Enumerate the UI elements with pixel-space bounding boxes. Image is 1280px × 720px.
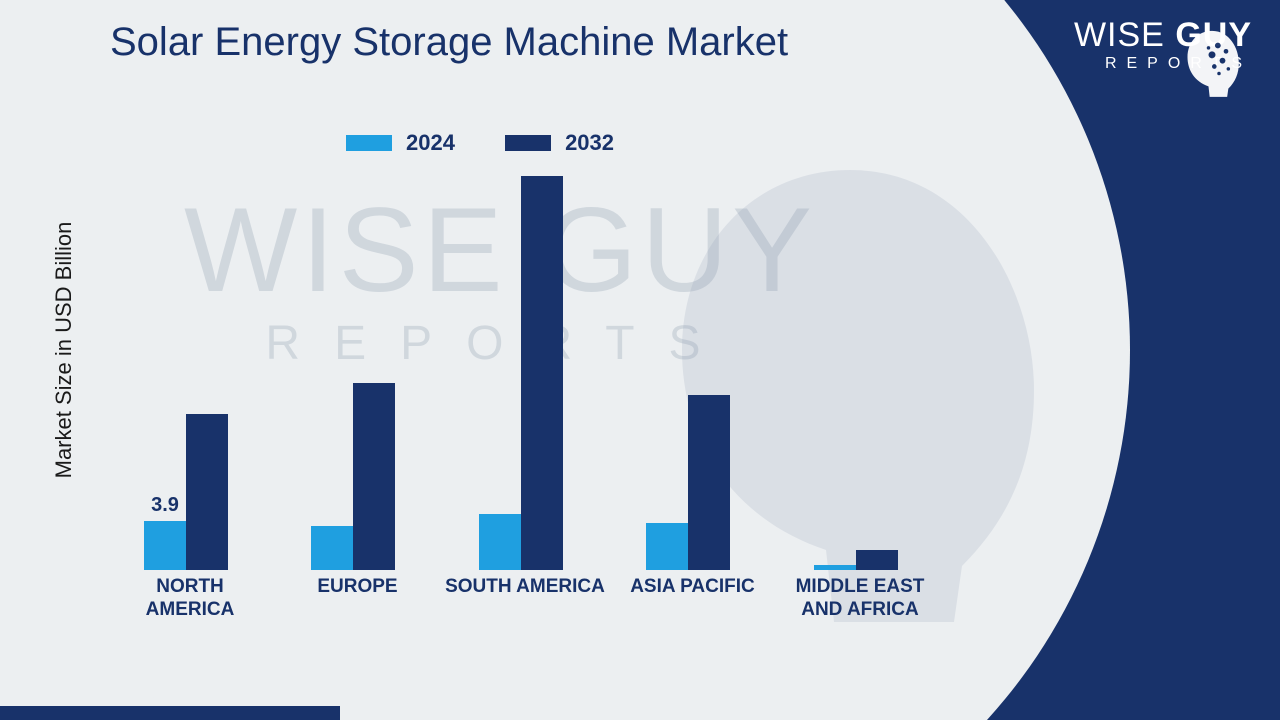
plot-area: 3.9NORTH AMERICAEUROPESOUTH AMERICAASIA … xyxy=(110,170,940,570)
legend-swatch-2024 xyxy=(346,135,392,151)
legend-label-2032: 2032 xyxy=(565,130,614,156)
legend: 2024 2032 xyxy=(0,130,960,157)
x-axis-label: MIDDLE EAST AND AFRICA xyxy=(780,576,940,622)
bar-2032 xyxy=(186,414,228,570)
bottom-accent-strip xyxy=(0,706,340,720)
bar-2032 xyxy=(521,176,563,570)
brand-logo: WISE GUY REPORTS xyxy=(982,18,1252,72)
y-axis-label: Market Size in USD Billion xyxy=(51,222,77,479)
bar-2024 xyxy=(814,565,856,570)
legend-item-2032: 2032 xyxy=(505,130,614,156)
x-axis-label: ASIA PACIFIC xyxy=(612,576,772,599)
legend-item-2024: 2024 xyxy=(346,130,455,156)
x-axis-label: SOUTH AMERICA xyxy=(445,576,605,599)
x-axis-label: EUROPE xyxy=(277,576,437,599)
bar-2024 xyxy=(311,526,353,570)
bar-2024 xyxy=(479,514,521,570)
bar-2032 xyxy=(856,550,898,570)
chart-title: Solar Energy Storage Machine Market xyxy=(110,20,788,65)
bar-2024 xyxy=(646,523,688,571)
bar-2032 xyxy=(353,383,395,571)
bar-2024 xyxy=(144,521,186,570)
bar-2032 xyxy=(688,395,730,570)
legend-label-2024: 2024 xyxy=(406,130,455,156)
chart-stage: WISE GUY REPORTS Solar Energy Storage Ma… xyxy=(0,0,1280,720)
bar-value-label: 3.9 xyxy=(125,494,205,517)
brand-head-icon xyxy=(1182,28,1242,98)
x-axis-label: NORTH AMERICA xyxy=(110,576,270,622)
legend-swatch-2032 xyxy=(505,135,551,151)
